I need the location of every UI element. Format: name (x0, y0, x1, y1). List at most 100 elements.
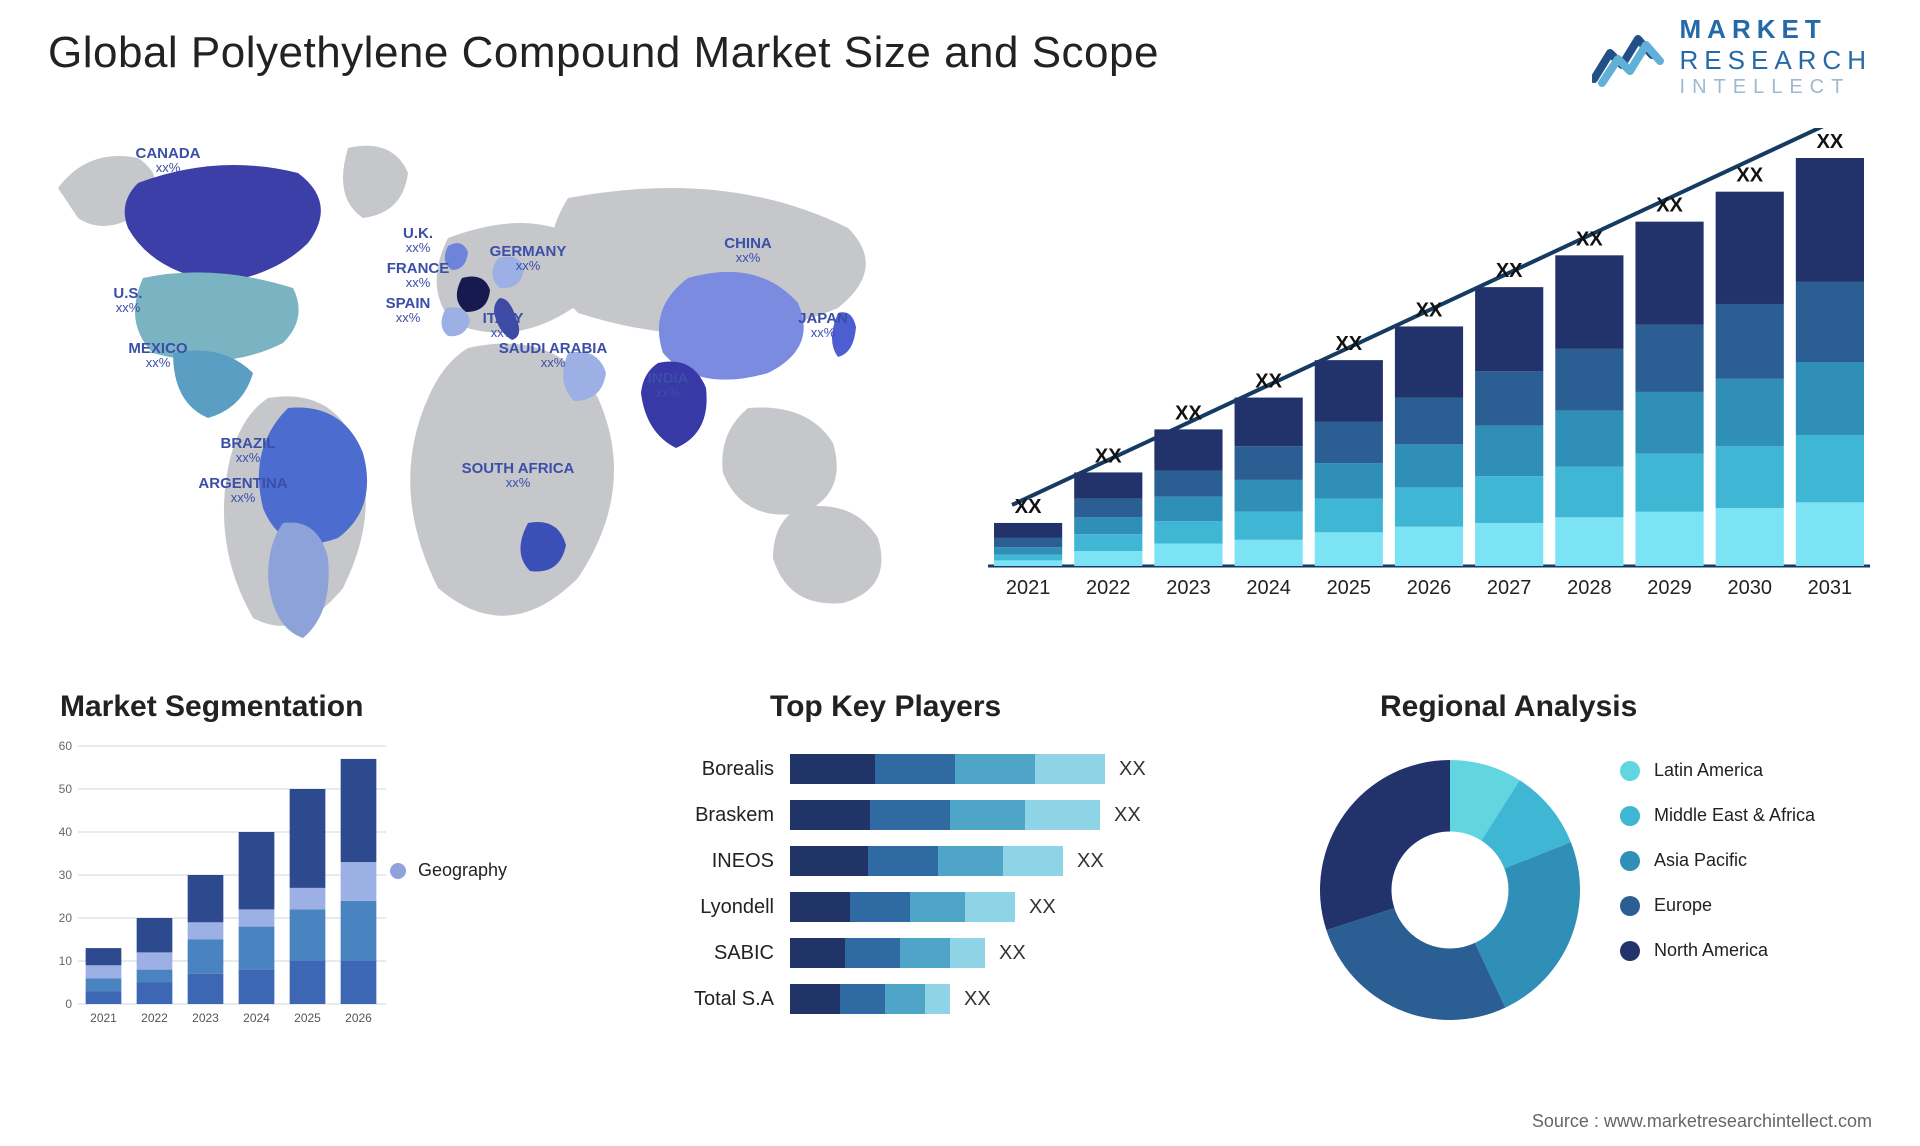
main-bar-segment (1716, 446, 1784, 508)
seg-bar-segment (239, 909, 275, 926)
main-bar-segment (1154, 429, 1222, 470)
seg-bar-segment (239, 832, 275, 909)
player-bar-segment (850, 892, 910, 922)
player-value: XX (1114, 804, 1141, 827)
map-region (125, 165, 321, 283)
seg-bar-segment (341, 862, 377, 901)
seg-bar-segment (188, 974, 224, 1004)
seg-bar-segment (86, 991, 122, 1004)
main-bar-segment (1555, 349, 1623, 411)
seg-bar-segment (86, 978, 122, 991)
main-bar-value: XX (1095, 445, 1122, 467)
player-bar-segment (875, 754, 955, 784)
seg-bar-segment (341, 759, 377, 862)
main-bar-segment (1475, 371, 1543, 425)
map-label: U.S.xx% (113, 285, 142, 315)
main-bar-segment (1395, 398, 1463, 445)
donut-legend-swatch (1620, 761, 1640, 781)
donut-slice (1326, 908, 1505, 1020)
main-bar-segment (1555, 411, 1623, 467)
seg-bar-segment (188, 940, 224, 974)
donut-legend-label: Asia Pacific (1654, 850, 1747, 871)
main-bar-segment (1395, 527, 1463, 566)
main-bar-segment (1796, 282, 1864, 362)
map-region (343, 146, 408, 218)
player-value: XX (1029, 896, 1056, 919)
seg-year: 2026 (345, 1011, 372, 1025)
players-chart: BorealisXXBraskemXXINEOSXXLyondellXXSABI… (660, 750, 1260, 1026)
seg-bar-segment (290, 961, 326, 1004)
logo-line2: RESEARCH (1680, 45, 1872, 76)
donut-legend-label: North America (1654, 940, 1768, 961)
player-bar (790, 754, 1105, 784)
main-bar-segment (994, 547, 1062, 554)
donut-legend-label: Latin America (1654, 760, 1763, 781)
main-bar-segment (1555, 517, 1623, 566)
main-bar-segment (994, 560, 1062, 566)
map-label: SPAINxx% (386, 295, 431, 325)
main-bar-segment (1154, 544, 1222, 566)
player-value: XX (1119, 758, 1146, 781)
main-bar-segment (1235, 398, 1303, 447)
segmentation-chart: 0102030405060202120222023202420252026 (48, 740, 388, 1030)
main-bar-segment (1074, 551, 1142, 566)
map-region (722, 407, 836, 514)
segmentation-legend-label: Geography (418, 860, 507, 881)
main-bar-segment (1475, 287, 1543, 371)
seg-bar-segment (137, 918, 173, 952)
source-line: Source : www.marketresearchintellect.com (1532, 1111, 1872, 1132)
main-bar-segment (1154, 521, 1222, 543)
main-bar-value: XX (1335, 333, 1362, 355)
main-bar-year: 2025 (1327, 577, 1372, 599)
logo-line1: MARKET (1680, 14, 1872, 45)
seg-bar-segment (290, 888, 326, 910)
section-players-heading: Top Key Players (770, 690, 1001, 724)
main-bar-segment (1315, 463, 1383, 499)
seg-bar-segment (239, 927, 275, 970)
player-bar-segment (868, 846, 938, 876)
player-bar (790, 984, 950, 1014)
player-row: SABICXX (660, 934, 1260, 972)
main-bar-segment (1555, 255, 1623, 349)
player-bar (790, 846, 1063, 876)
player-bar-segment (790, 984, 840, 1014)
player-name: SABIC (660, 942, 790, 965)
main-bar-segment (1475, 476, 1543, 523)
main-bar-year: 2031 (1808, 577, 1853, 599)
seg-ytick: 0 (65, 997, 72, 1011)
player-bar-segment (950, 938, 985, 968)
map-region (173, 351, 253, 419)
main-bar-segment (1395, 326, 1463, 397)
player-bar-segment (840, 984, 885, 1014)
seg-ytick: 20 (59, 911, 73, 925)
seg-bar-segment (290, 789, 326, 888)
main-bar-chart: XX2021XX2022XX2023XX2024XX2025XX2026XX20… (970, 128, 1880, 608)
main-bar-segment (1475, 523, 1543, 566)
seg-bar-segment (137, 952, 173, 969)
world-map: CANADAxx%U.S.xx%MEXICOxx%BRAZILxx%ARGENT… (48, 128, 928, 658)
page-title: Global Polyethylene Compound Market Size… (48, 28, 1159, 78)
main-bar-year: 2024 (1246, 577, 1291, 599)
player-name: INEOS (660, 850, 790, 873)
donut-legend-item: Middle East & Africa (1620, 805, 1815, 826)
main-bar-year: 2028 (1567, 577, 1612, 599)
main-bar-year: 2030 (1727, 577, 1772, 599)
main-bar-segment (1475, 426, 1543, 477)
main-bar-segment (1635, 325, 1703, 392)
main-bar-segment (1074, 517, 1142, 534)
donut-legend-item: North America (1620, 940, 1815, 961)
player-row: INEOSXX (660, 842, 1260, 880)
main-bar-segment (1555, 467, 1623, 518)
player-name: Borealis (660, 758, 790, 781)
main-bar-value: XX (1416, 299, 1443, 321)
main-bar-segment (1395, 444, 1463, 487)
section-regional-heading: Regional Analysis (1380, 690, 1637, 724)
seg-year: 2021 (90, 1011, 117, 1025)
main-bar-segment (1074, 499, 1142, 518)
donut-legend-label: Middle East & Africa (1654, 805, 1815, 826)
seg-bar-segment (86, 948, 122, 965)
player-bar-segment (925, 984, 950, 1014)
player-bar-segment (790, 754, 875, 784)
main-bar-segment (1716, 379, 1784, 446)
seg-ytick: 10 (59, 954, 73, 968)
